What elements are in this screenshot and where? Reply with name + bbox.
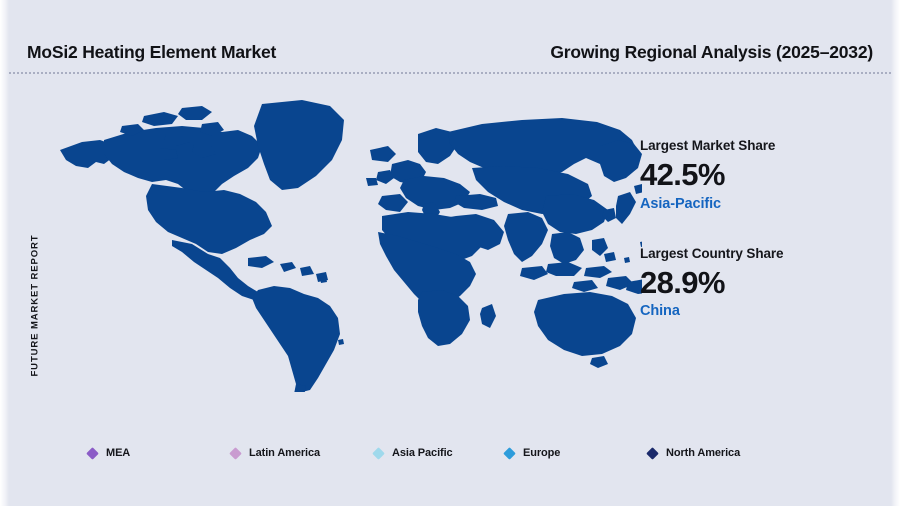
legend-item-asia-pacific: Asia Pacific bbox=[372, 446, 453, 460]
right-edge-strip bbox=[891, 0, 900, 506]
legend-item-latin-america: Latin America bbox=[229, 446, 321, 460]
header-divider bbox=[9, 72, 891, 74]
legend-label: MEA bbox=[106, 447, 131, 459]
legend-label: Asia Pacific bbox=[392, 447, 453, 459]
legend-label: Latin America bbox=[249, 447, 321, 459]
legend-item-europe: Europe bbox=[503, 446, 561, 460]
stat-label: Largest Market Share bbox=[640, 138, 776, 153]
legend-label: North America bbox=[666, 447, 741, 459]
stat-region: Asia-Pacific bbox=[640, 195, 722, 212]
stat-value: 42.5% bbox=[640, 157, 726, 192]
world-map-svg bbox=[60, 100, 642, 392]
stat-label: Largest Country Share bbox=[640, 245, 784, 261]
legend-label: Europe bbox=[523, 447, 561, 459]
legend-item-north-america: North America bbox=[646, 446, 741, 460]
diamond-marker-icon bbox=[503, 446, 516, 460]
diamond-marker-icon bbox=[86, 446, 99, 460]
world-map bbox=[52, 92, 642, 392]
page-title: MoSi2 Heating Element Market bbox=[27, 41, 277, 62]
stat-block-country-share: Largest Country Share 28.9% China bbox=[640, 246, 890, 320]
diamond-marker-icon bbox=[229, 446, 242, 460]
stat-block-market-share: Largest Market Share 42.5% Asia-Pacific bbox=[640, 138, 890, 212]
legend-item-mea: MEA bbox=[86, 446, 131, 460]
diamond-marker-icon bbox=[372, 446, 385, 460]
left-edge-strip bbox=[0, 0, 9, 506]
world-map-landmasses bbox=[60, 100, 642, 392]
page-subtitle: Growing Regional Analysis (2025–2032) bbox=[550, 41, 873, 62]
diamond-marker-icon bbox=[646, 446, 659, 460]
stat-region: China bbox=[640, 303, 680, 320]
stat-value: 28.9% bbox=[640, 264, 726, 300]
header-bar: MoSi2 Heating Element Market Growing Reg… bbox=[0, 30, 900, 74]
stats-panel: Largest Market Share 42.5% Asia-Pacific … bbox=[640, 138, 890, 319]
map-legend: MEA Latin America Asia Pacific Europe No… bbox=[86, 446, 788, 467]
vertical-brand-label: FUTURE MARKET REPORT bbox=[29, 234, 41, 377]
